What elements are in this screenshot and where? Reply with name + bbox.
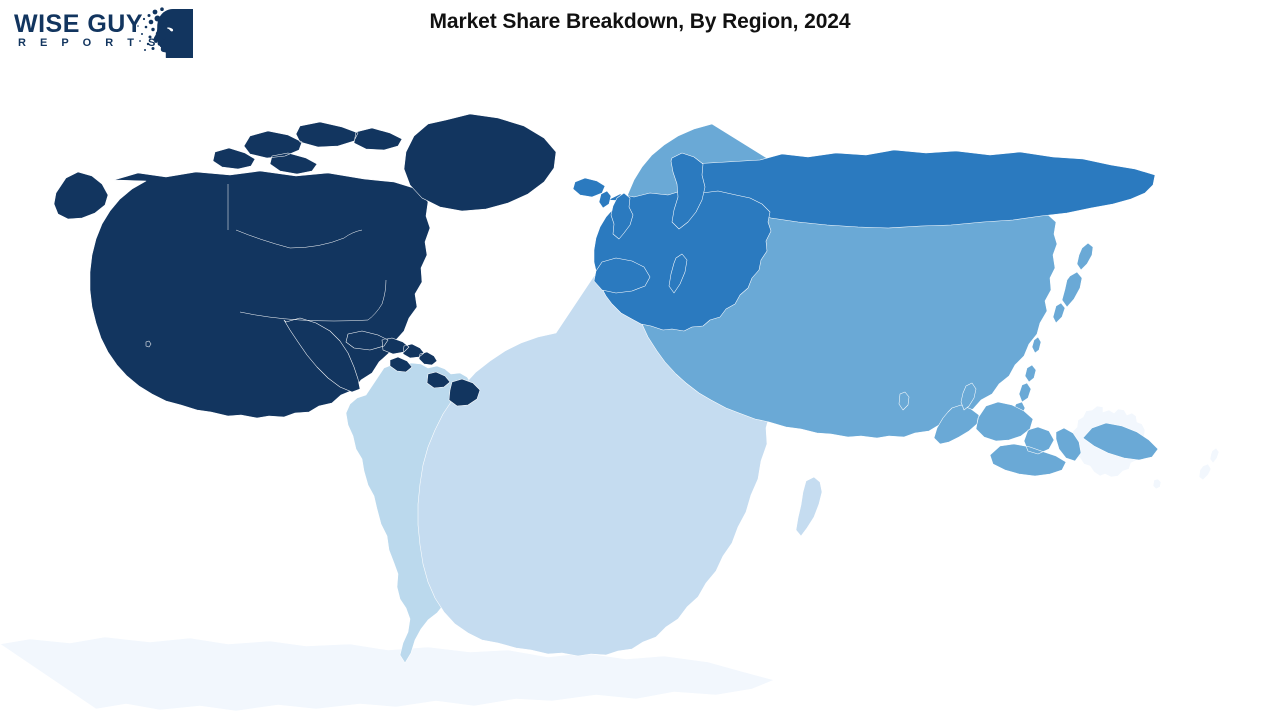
region-europe[interactable] xyxy=(573,150,1155,331)
page-title: Market Share Breakdown, By Region, 2024 xyxy=(429,10,851,33)
logo-subwordmark: R E P O R T S xyxy=(18,37,161,49)
head-profile-network-icon xyxy=(137,7,193,58)
world-map-container[interactable] xyxy=(0,52,1280,720)
world-choropleth-map[interactable] xyxy=(0,52,1280,720)
region-north-america[interactable] xyxy=(54,114,556,418)
page-header: WISE GUY R E P O R T S Market Share Brea… xyxy=(0,0,1280,58)
internal-country-borders xyxy=(228,184,386,321)
logo-wordmark: WISE GUY xyxy=(14,10,144,38)
brand-logo[interactable]: WISE GUY R E P O R T S xyxy=(14,6,194,58)
